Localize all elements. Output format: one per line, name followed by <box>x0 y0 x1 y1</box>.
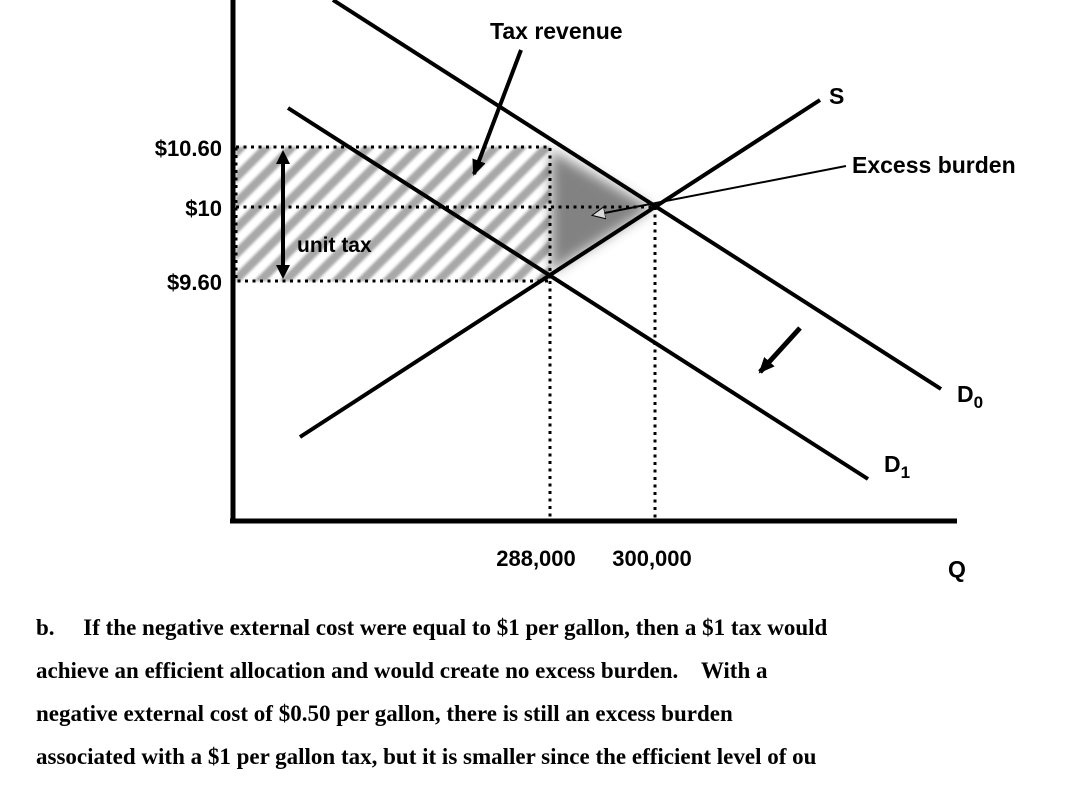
demand-curve-d0 <box>331 0 943 391</box>
excess-burden-arrow <box>594 165 847 215</box>
paragraph-line: negative external cost of $0.50 per gall… <box>36 701 733 726</box>
price-low-label: $9.60 <box>167 270 222 295</box>
quantity-300000-label: 300,000 <box>612 546 692 571</box>
paragraph-line: associated with a $1 per gallon tax, but… <box>36 744 817 769</box>
excess-burden-region <box>551 150 652 272</box>
unit-tax-arrowhead-bottom <box>276 265 290 279</box>
price-mid-label: $10 <box>185 196 222 221</box>
unit-tax-label: unit tax <box>297 234 372 257</box>
answer-paragraph: b. If the negative external cost were eq… <box>36 606 1078 778</box>
price-high-label: $10.60 <box>155 136 222 161</box>
q-axis-label: Q <box>948 556 966 582</box>
demand-d1-label: D1 <box>884 451 910 482</box>
tax-revenue-region <box>236 147 550 281</box>
demand-shift-arrow <box>758 326 802 374</box>
excess-burden-label: Excess burden <box>852 152 1016 178</box>
tax-revenue-label: Tax revenue <box>490 18 623 44</box>
supply-curve <box>298 98 822 439</box>
supply-demand-diagram: Tax revenue S Excess burden D0 D1 $10.60… <box>155 0 1016 582</box>
demand-d0-label: D0 <box>957 381 983 412</box>
demand-curve-d1 <box>286 106 870 481</box>
paragraph-line: achieve an efficient allocation and woul… <box>36 658 768 683</box>
paragraph-line: b. If the negative external cost were eq… <box>36 615 828 640</box>
supply-label: S <box>829 83 844 109</box>
tax-revenue-arrow <box>472 49 523 176</box>
unit-tax-arrowhead-top <box>276 150 290 164</box>
quantity-288000-label: 288,000 <box>496 546 576 571</box>
